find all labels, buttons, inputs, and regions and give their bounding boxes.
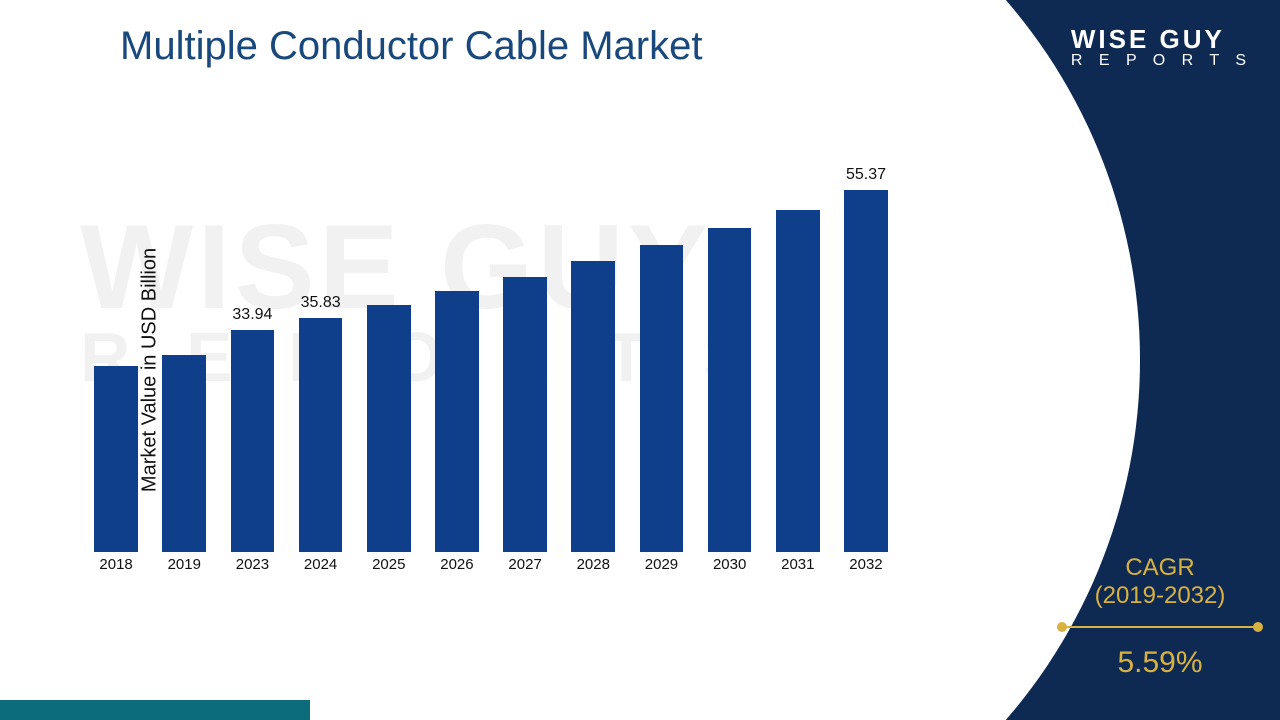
x-tick-label: 2025 [355,556,423,580]
x-tick-label: 2031 [764,556,832,580]
bar-value-label: 35.83 [301,294,341,314]
cagr-value: 5.59% [1040,646,1280,680]
bar [162,355,206,552]
bar [776,210,820,552]
x-tick-label: 2023 [218,556,286,580]
x-tick-label: 2024 [287,556,355,580]
x-tick-label: 2029 [627,556,695,580]
bar-chart: Market Value in USD Billion 33.9435.8355… [70,160,900,580]
cagr-rule [1062,626,1258,628]
cagr-range: (2019-2032) [1040,582,1280,610]
bar [571,261,615,552]
bar-slot [764,160,832,552]
bar-slot [150,160,218,552]
x-tick-label: 2028 [559,556,627,580]
bar-slot: 33.94 [218,160,286,552]
bar-slot [491,160,559,552]
bar-slot: 55.37 [832,160,900,552]
bar-slot [696,160,764,552]
footer-strip [0,700,310,720]
brand-logo: WISE GUY R E P O R T S [1071,26,1252,70]
x-tick-label: 2018 [82,556,150,580]
bar [435,291,479,552]
bar-slot [559,160,627,552]
x-tick-label: 2030 [696,556,764,580]
bar [844,190,888,552]
bar [94,366,138,552]
bar-slot [82,160,150,552]
bar [299,318,343,552]
cagr-block: CAGR (2019-2032) 5.59% [1040,554,1280,680]
bar-value-label: 33.94 [232,306,272,326]
bar-slot [423,160,491,552]
page-title: Multiple Conductor Cable Market [120,24,702,69]
cagr-label: CAGR [1040,554,1280,582]
x-axis: 2018201920232024202520262027202820292030… [82,556,900,580]
bar-slot [627,160,695,552]
bar-value-label: 55.37 [846,166,886,186]
bar-slot: 35.83 [287,160,355,552]
bar [708,228,752,552]
bars-container: 33.94 35.83 55.37 [82,160,900,552]
bar [231,330,275,552]
plot-area: 33.94 35.83 55.37 [82,160,900,552]
bar [367,305,411,552]
bar-slot [355,160,423,552]
bar [640,245,684,552]
logo-line1: WISE GUY [1071,26,1252,53]
bar [503,277,547,552]
logo-line2: R E P O R T S [1071,53,1252,70]
x-tick-label: 2027 [491,556,559,580]
x-tick-label: 2032 [832,556,900,580]
x-tick-label: 2026 [423,556,491,580]
x-tick-label: 2019 [150,556,218,580]
